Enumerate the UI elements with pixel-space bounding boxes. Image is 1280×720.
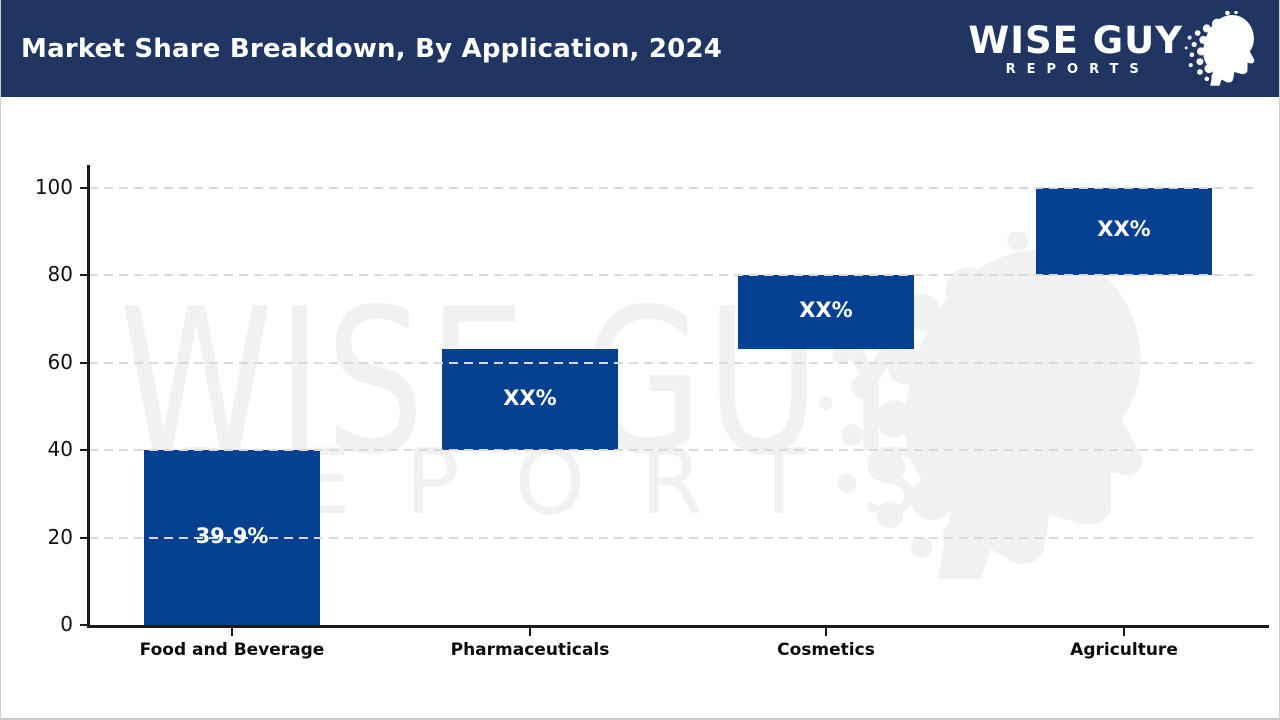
y-axis-tick-label: 20 xyxy=(47,524,73,549)
x-axis-category-label: Agriculture xyxy=(1070,640,1178,660)
gridline xyxy=(89,274,1257,276)
y-axis-line xyxy=(87,165,90,628)
y-axis-tick xyxy=(80,186,89,189)
wiseguy-head-icon xyxy=(1177,11,1263,86)
logo-wordmark: WISE GUY xyxy=(968,18,1183,62)
y-axis-tick-label: 60 xyxy=(47,349,73,374)
header: Market Share Breakdown, By Application, … xyxy=(1,0,1279,97)
logo-text: WISE GUY REPORTS xyxy=(968,22,1183,76)
y-axis-tick xyxy=(80,624,89,626)
logo-reports-label: REPORTS xyxy=(1005,61,1150,77)
x-axis-line xyxy=(87,625,1269,628)
x-axis-tick xyxy=(825,628,827,636)
x-axis-category-label: Cosmetics xyxy=(777,640,875,660)
bar-pharmaceuticals xyxy=(442,348,618,451)
y-axis-tick xyxy=(80,361,89,364)
gridline xyxy=(89,361,1257,364)
bar-value-label: XX% xyxy=(1097,217,1151,242)
gridline xyxy=(89,536,1257,539)
gridline xyxy=(89,449,1257,451)
bar-value-label: 39.9% xyxy=(195,523,269,548)
y-axis-tick-label: 80 xyxy=(47,262,73,286)
x-axis-tick xyxy=(529,628,531,636)
y-axis-tick-label: 0 xyxy=(60,612,73,636)
x-axis-tick xyxy=(231,628,233,636)
bar-value-label: XX% xyxy=(799,297,853,322)
y-axis-tick xyxy=(80,536,89,539)
y-axis-tick xyxy=(80,449,89,451)
bar-value-label: XX% xyxy=(503,385,557,410)
x-axis-tick xyxy=(1123,628,1125,636)
gridline xyxy=(89,186,1257,189)
logo: WISE GUY REPORTS xyxy=(968,11,1263,86)
y-axis-tick xyxy=(80,274,89,276)
page-title: Market Share Breakdown, By Application, … xyxy=(21,33,723,64)
y-axis-tick-label: 100 xyxy=(34,174,73,199)
x-axis-category-label: Food and Beverage xyxy=(139,640,325,660)
y-axis-tick-label: 40 xyxy=(47,437,73,461)
x-axis-category-label: Pharmaceuticals xyxy=(450,640,610,660)
